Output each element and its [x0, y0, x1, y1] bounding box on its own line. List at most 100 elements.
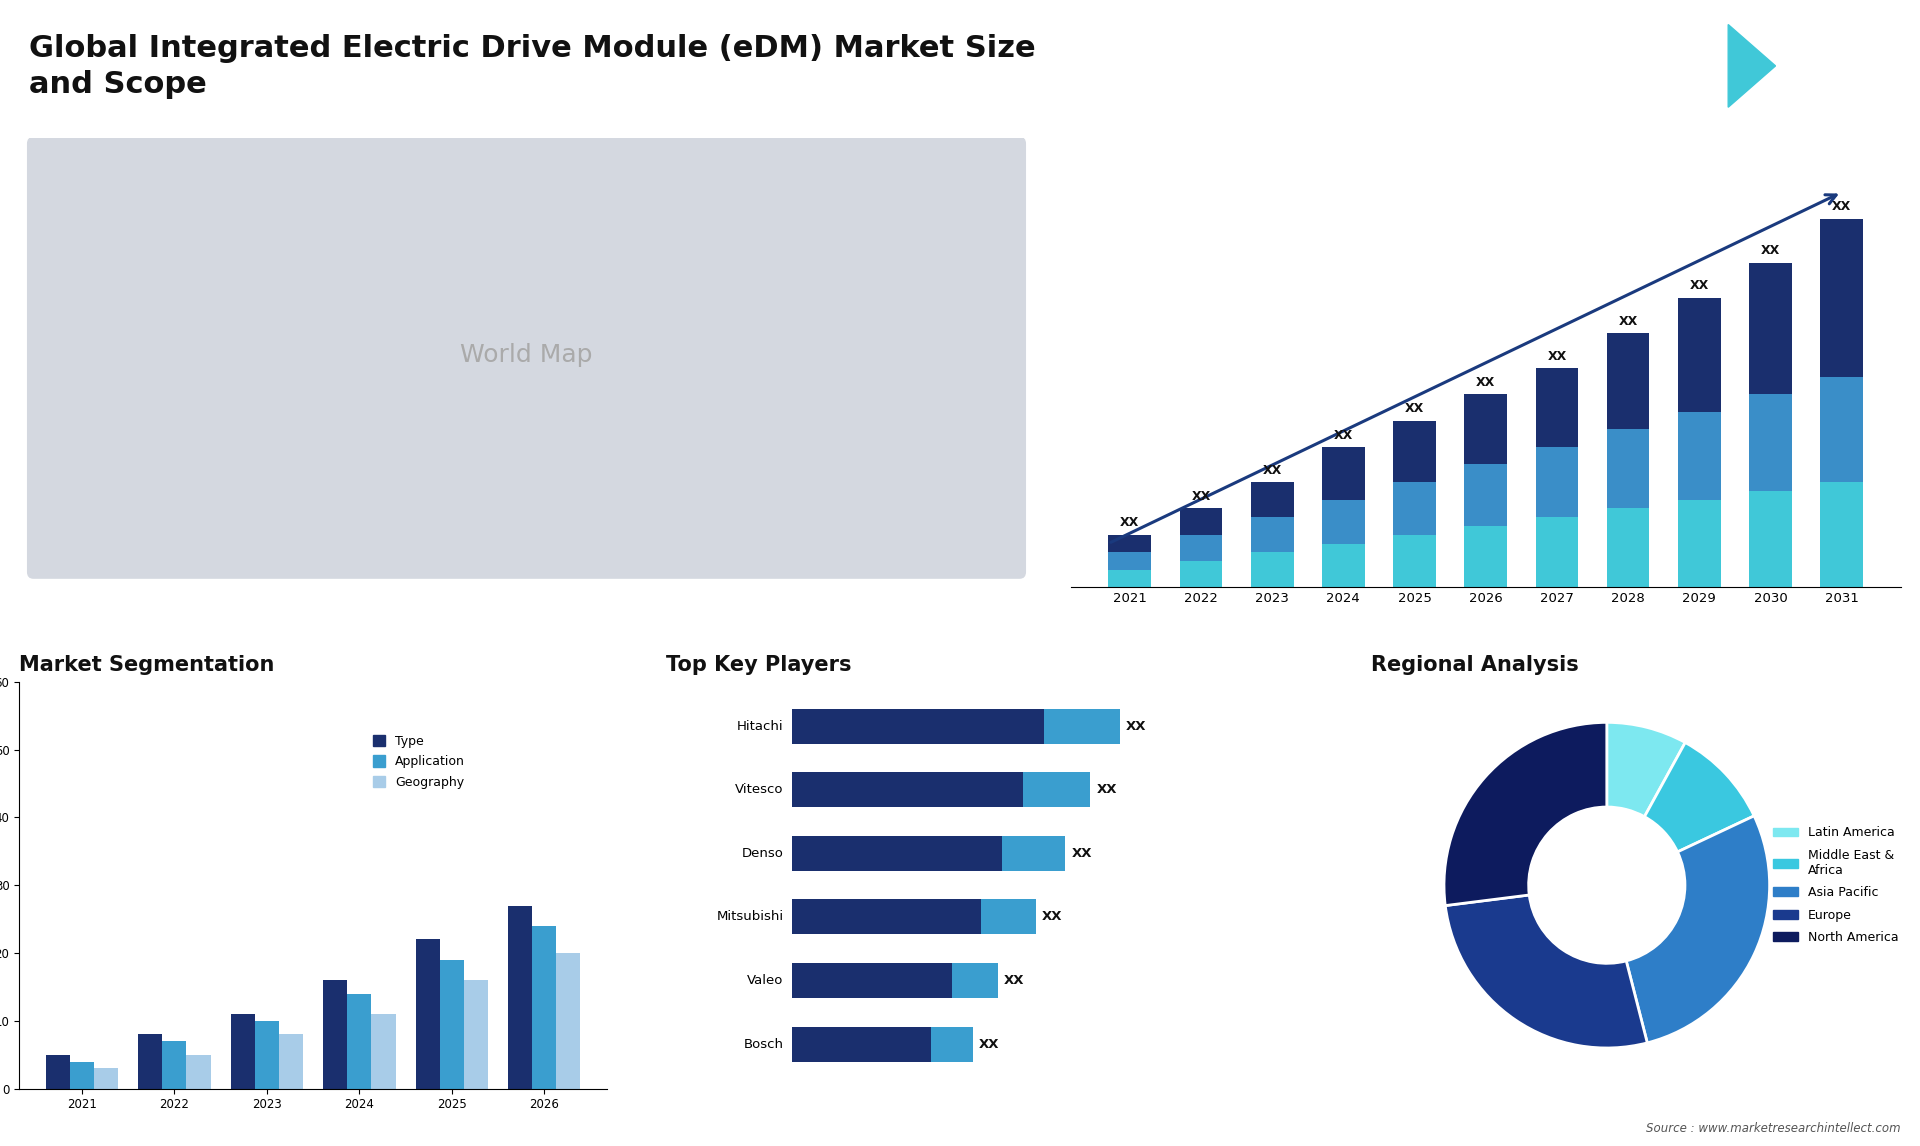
Bar: [1465, 394, 1507, 464]
Text: INTELLECT: INTELLECT: [1795, 92, 1857, 101]
FancyBboxPatch shape: [27, 138, 1025, 578]
Bar: [952, 963, 998, 998]
Bar: [138, 1035, 163, 1089]
Text: Bosch: Bosch: [743, 1037, 783, 1051]
Text: XX: XX: [1125, 720, 1146, 732]
Text: XX: XX: [1690, 280, 1709, 292]
Bar: [1607, 509, 1649, 588]
Bar: [1323, 500, 1365, 543]
Text: XX: XX: [1190, 490, 1212, 503]
Bar: [46, 1054, 69, 1089]
Text: Market Segmentation: Market Segmentation: [19, 654, 275, 675]
Bar: [1323, 447, 1365, 500]
Bar: [1465, 526, 1507, 588]
Text: Global Integrated Electric Drive Module (eDM) Market Size
and Scope: Global Integrated Electric Drive Module …: [29, 34, 1035, 100]
Text: World Map: World Map: [461, 343, 593, 367]
Bar: [348, 994, 371, 1089]
Text: XX: XX: [1405, 402, 1425, 415]
Bar: [1108, 535, 1152, 552]
Bar: [1820, 377, 1862, 482]
Bar: [1250, 482, 1294, 517]
Bar: [1394, 482, 1436, 535]
Bar: [1323, 543, 1365, 588]
Bar: [1250, 552, 1294, 588]
Wedge shape: [1446, 895, 1647, 1047]
Bar: [1536, 517, 1578, 588]
Text: XX: XX: [1043, 910, 1062, 924]
Bar: [532, 926, 557, 1089]
Bar: [1023, 772, 1091, 807]
Text: Hitachi: Hitachi: [737, 720, 783, 732]
Wedge shape: [1444, 722, 1607, 905]
Text: XX: XX: [1096, 783, 1117, 796]
Text: Mitsubishi: Mitsubishi: [716, 910, 783, 924]
Bar: [1678, 298, 1720, 411]
Text: XX: XX: [1334, 429, 1354, 441]
Bar: [230, 1014, 255, 1089]
Bar: [791, 708, 1044, 744]
Bar: [69, 1061, 94, 1089]
Wedge shape: [1644, 743, 1755, 851]
Legend: Latin America, Middle East &
Africa, Asia Pacific, Europe, North America: Latin America, Middle East & Africa, Asi…: [1768, 822, 1903, 949]
Bar: [1108, 570, 1152, 588]
Text: XX: XX: [1476, 376, 1496, 388]
Bar: [1044, 708, 1119, 744]
Polygon shape: [1630, 24, 1728, 108]
Bar: [278, 1035, 303, 1089]
Bar: [1179, 535, 1223, 562]
Bar: [1002, 835, 1066, 871]
Wedge shape: [1626, 816, 1770, 1043]
Text: XX: XX: [1761, 244, 1780, 258]
Text: XX: XX: [1548, 350, 1567, 362]
Bar: [94, 1068, 117, 1089]
Wedge shape: [1607, 722, 1686, 817]
Bar: [255, 1021, 278, 1089]
Bar: [791, 900, 981, 934]
Bar: [1607, 430, 1649, 509]
Text: Vitesco: Vitesco: [735, 783, 783, 796]
Bar: [981, 900, 1035, 934]
Bar: [791, 963, 952, 998]
Bar: [1678, 500, 1720, 588]
Bar: [1749, 262, 1791, 394]
Bar: [417, 940, 440, 1089]
Text: Source : www.marketresearchintellect.com: Source : www.marketresearchintellect.com: [1645, 1122, 1901, 1135]
Text: Regional Analysis: Regional Analysis: [1371, 654, 1578, 675]
Bar: [1749, 394, 1791, 490]
Text: Denso: Denso: [741, 847, 783, 860]
Text: Valeo: Valeo: [747, 974, 783, 987]
Bar: [557, 953, 580, 1089]
Bar: [791, 1027, 931, 1061]
Bar: [1394, 421, 1436, 482]
Bar: [186, 1054, 211, 1089]
Bar: [1179, 509, 1223, 535]
Bar: [1820, 219, 1862, 377]
Bar: [1465, 464, 1507, 526]
Text: XX: XX: [979, 1037, 1000, 1051]
Circle shape: [1528, 807, 1686, 964]
Bar: [1749, 490, 1791, 588]
Bar: [1179, 562, 1223, 588]
Bar: [163, 1042, 186, 1089]
Text: XX: XX: [1263, 464, 1283, 477]
Bar: [440, 960, 465, 1089]
Bar: [1820, 482, 1862, 588]
Bar: [1394, 535, 1436, 588]
Bar: [1250, 517, 1294, 552]
Text: XX: XX: [1071, 847, 1092, 860]
Bar: [1108, 552, 1152, 570]
Text: XX: XX: [1832, 201, 1851, 213]
Text: MARKET: MARKET: [1795, 31, 1843, 40]
Bar: [791, 772, 1023, 807]
Text: RESEARCH: RESEARCH: [1795, 61, 1857, 71]
Text: Top Key Players: Top Key Players: [666, 654, 851, 675]
Bar: [509, 905, 532, 1089]
Text: XX: XX: [1004, 974, 1025, 987]
Bar: [931, 1027, 973, 1061]
Text: XX: XX: [1119, 517, 1139, 529]
Text: XX: XX: [1619, 314, 1638, 328]
Bar: [323, 980, 348, 1089]
Legend: Type, Application, Geography: Type, Application, Geography: [367, 729, 472, 795]
Bar: [371, 1014, 396, 1089]
Bar: [1536, 368, 1578, 447]
